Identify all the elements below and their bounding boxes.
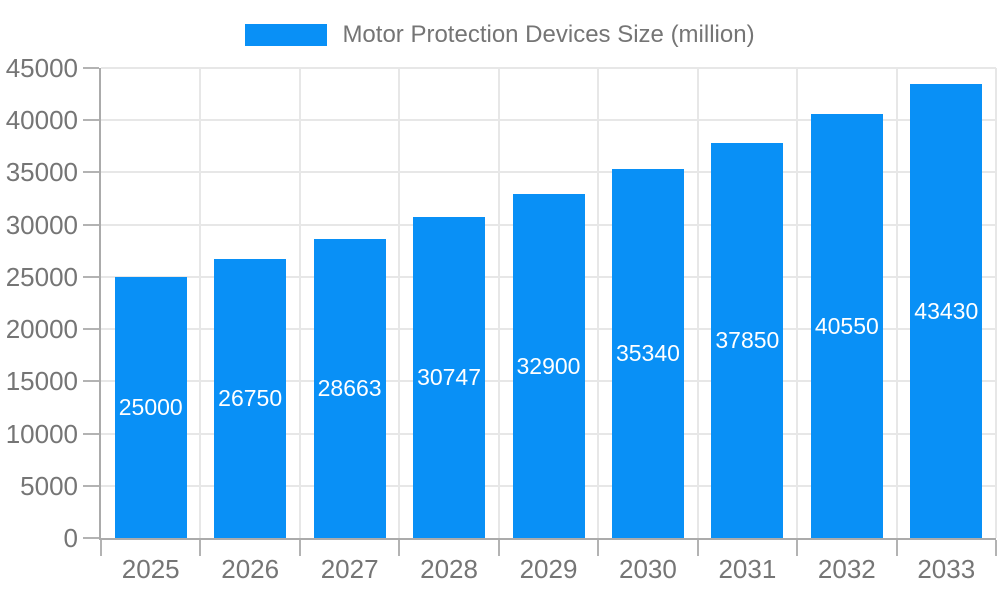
y-axis-tick [83, 275, 99, 278]
legend-label: Motor Protection Devices Size (million) [342, 21, 755, 48]
x-tick-label: 2031 [718, 554, 777, 584]
gridline-horizontal [101, 67, 996, 69]
gridline-horizontal [101, 119, 996, 122]
x-axis-tick [398, 540, 401, 556]
x-axis-tick [597, 540, 600, 556]
bar[interactable]: 43430 [910, 84, 983, 538]
y-axis-tick [83, 484, 99, 487]
bar[interactable]: 25000 [114, 276, 187, 538]
x-axis-tick [895, 540, 898, 556]
y-axis-tick [83, 67, 99, 69]
bar[interactable]: 40550 [810, 114, 883, 538]
bar-value-label: 32900 [516, 352, 581, 379]
bar-value-label: 26750 [218, 384, 283, 411]
x-axis-tick [497, 540, 500, 556]
bar-value-label: 28663 [317, 374, 382, 401]
bar-value-label: 30747 [417, 363, 482, 390]
bar-value-label: 37850 [715, 326, 780, 353]
y-axis-tick [83, 328, 99, 331]
y-tick-label: 30000 [5, 209, 78, 240]
gridline-vertical [796, 68, 799, 538]
y-tick-label: 10000 [5, 418, 78, 449]
bar[interactable]: 26750 [214, 258, 287, 538]
y-tick-label: 15000 [5, 366, 78, 397]
y-axis-tick [83, 432, 99, 435]
y-tick-label: 5000 [20, 470, 78, 501]
y-tick-label: 0 [63, 523, 78, 553]
x-tick-label: 2033 [917, 554, 976, 584]
y-axis-tick [83, 537, 99, 539]
bar[interactable]: 37850 [711, 142, 784, 538]
x-tick-label: 2026 [221, 554, 280, 584]
gridline-vertical [696, 68, 699, 538]
plot-area: 0 5000 10000 15000 20000 25000 30000 35000 40000… [6, 55, 997, 582]
gridline-vertical [199, 68, 202, 538]
legend-swatch [245, 24, 328, 46]
x-axis-tick [199, 540, 202, 556]
x-tick-label: 2029 [519, 554, 578, 584]
bar-value-label: 40550 [814, 312, 879, 339]
y-axis-tick [83, 223, 99, 226]
bar[interactable]: 32900 [512, 194, 585, 538]
y-axis-tick [83, 171, 99, 174]
x-tick-label: 2030 [619, 554, 677, 584]
x-tick-label: 2025 [121, 554, 180, 584]
bar-value-label: 35340 [615, 339, 680, 366]
x-axis-tick [696, 540, 699, 556]
x-axis-tick [100, 540, 102, 556]
gridline-vertical [398, 68, 401, 538]
gridline-vertical [298, 68, 301, 538]
gridline-vertical [995, 68, 997, 538]
y-tick-label: 35000 [5, 157, 78, 188]
x-axis-tick [796, 540, 799, 556]
y-tick-label: 40000 [5, 105, 78, 136]
y-tick-label: 25000 [5, 261, 78, 292]
bar-value-label: 43430 [914, 297, 979, 324]
bar[interactable]: 30747 [413, 216, 486, 538]
gridline-vertical [895, 68, 898, 538]
gridline-vertical [597, 68, 600, 538]
x-tick-label: 2027 [320, 554, 379, 584]
x-tick-label: 2032 [817, 554, 876, 584]
y-tick-label: 45000 [5, 53, 78, 83]
y-tick-label: 20000 [5, 314, 78, 345]
y-axis-tick [83, 380, 99, 383]
bar[interactable]: 35340 [611, 168, 684, 538]
x-tick-label: 2028 [420, 554, 478, 584]
bar[interactable]: 28663 [313, 238, 386, 538]
x-axis-tick [298, 540, 301, 556]
gridline-horizontal [101, 171, 996, 174]
legend[interactable]: Motor Protection Devices Size (million) [0, 21, 1000, 49]
gridline-vertical [497, 68, 500, 538]
y-axis-tick [83, 119, 99, 122]
bar-value-label: 25000 [118, 393, 183, 420]
x-axis-tick [995, 540, 997, 556]
